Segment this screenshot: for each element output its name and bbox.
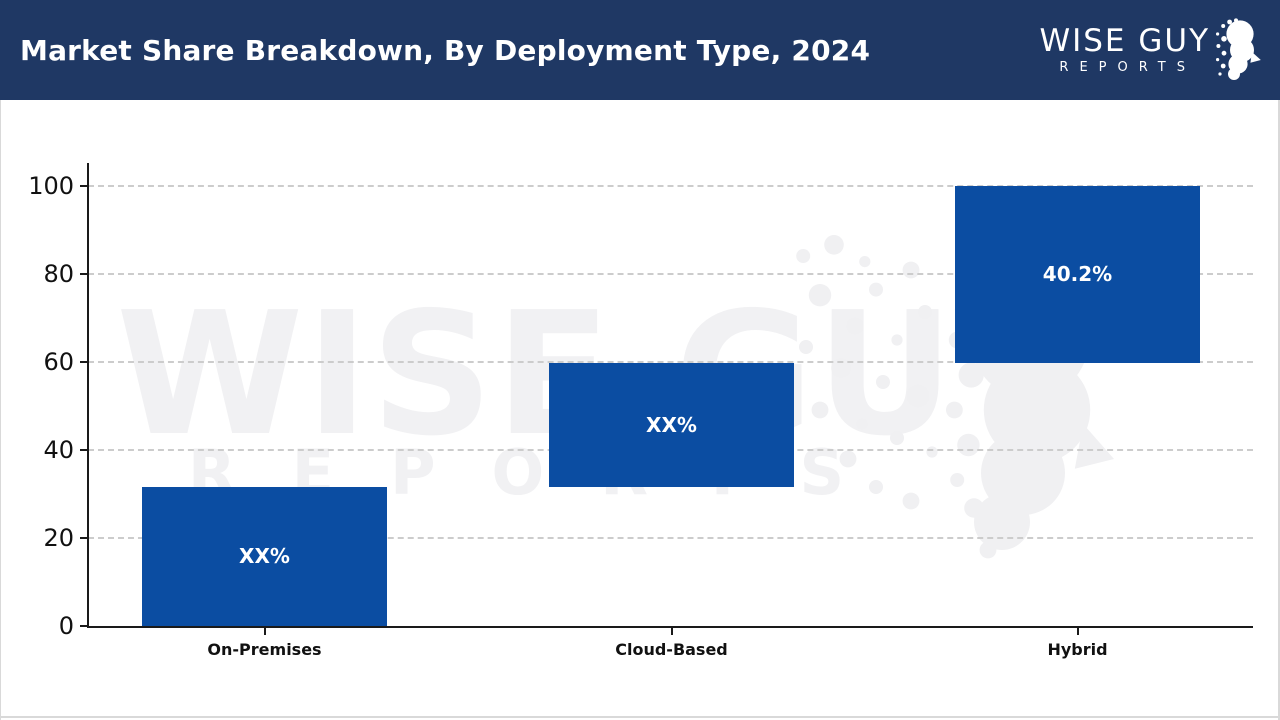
bar-value-label: 40.2%	[1042, 262, 1113, 287]
y-axis-tick-label: 40	[43, 436, 74, 464]
bar-cloud-based: XX%	[549, 362, 794, 487]
y-axis-tick	[80, 537, 88, 539]
bar-hybrid: 40.2%	[955, 186, 1200, 363]
y-axis-tick	[80, 185, 88, 187]
bar-value-label: XX%	[646, 412, 697, 437]
page-border-right	[1278, 100, 1280, 720]
chart-title: Market Share Breakdown, By Deployment Ty…	[20, 33, 871, 67]
y-axis-spine	[87, 163, 89, 628]
x-axis-category-label: Cloud-Based	[615, 640, 728, 659]
bar-on-premises: XX%	[142, 486, 387, 626]
y-axis-tick-label: 20	[43, 524, 74, 552]
y-axis-tick-label: 100	[28, 172, 74, 200]
y-axis-tick	[80, 273, 88, 275]
y-axis-tick	[80, 449, 88, 451]
x-axis-tick	[670, 628, 673, 635]
x-axis-tick	[263, 628, 266, 635]
gridline-y80	[88, 273, 1253, 275]
y-axis-tick-label: 0	[58, 612, 74, 640]
x-axis-category-label: Hybrid	[1047, 640, 1108, 659]
y-axis-tick	[80, 361, 88, 363]
x-axis-category-label: On-Premises	[207, 640, 322, 659]
header-bar: Market Share Breakdown, By Deployment Ty…	[0, 0, 1280, 100]
gridline-y60	[88, 361, 1253, 363]
brand-logo-text: WISE GUY REPORTS	[1039, 25, 1210, 76]
bar-value-label: XX%	[239, 544, 290, 569]
gridline-y20	[88, 537, 1253, 539]
brand-subname: REPORTS	[1059, 60, 1197, 76]
gridline-y100	[88, 185, 1253, 187]
y-axis-tick	[80, 625, 88, 627]
x-axis-spine	[87, 626, 1253, 628]
y-axis-tick-label: 80	[43, 260, 74, 288]
page-border-bottom	[0, 716, 1280, 718]
brand-head-icon	[1216, 18, 1261, 80]
y-axis-tick-label: 60	[43, 348, 74, 376]
brand-name: WISE GUY	[1039, 22, 1210, 59]
brand-logo: WISE GUY REPORTS	[1039, 9, 1264, 91]
page-border-left	[0, 100, 1, 720]
x-axis-tick	[1076, 628, 1079, 635]
